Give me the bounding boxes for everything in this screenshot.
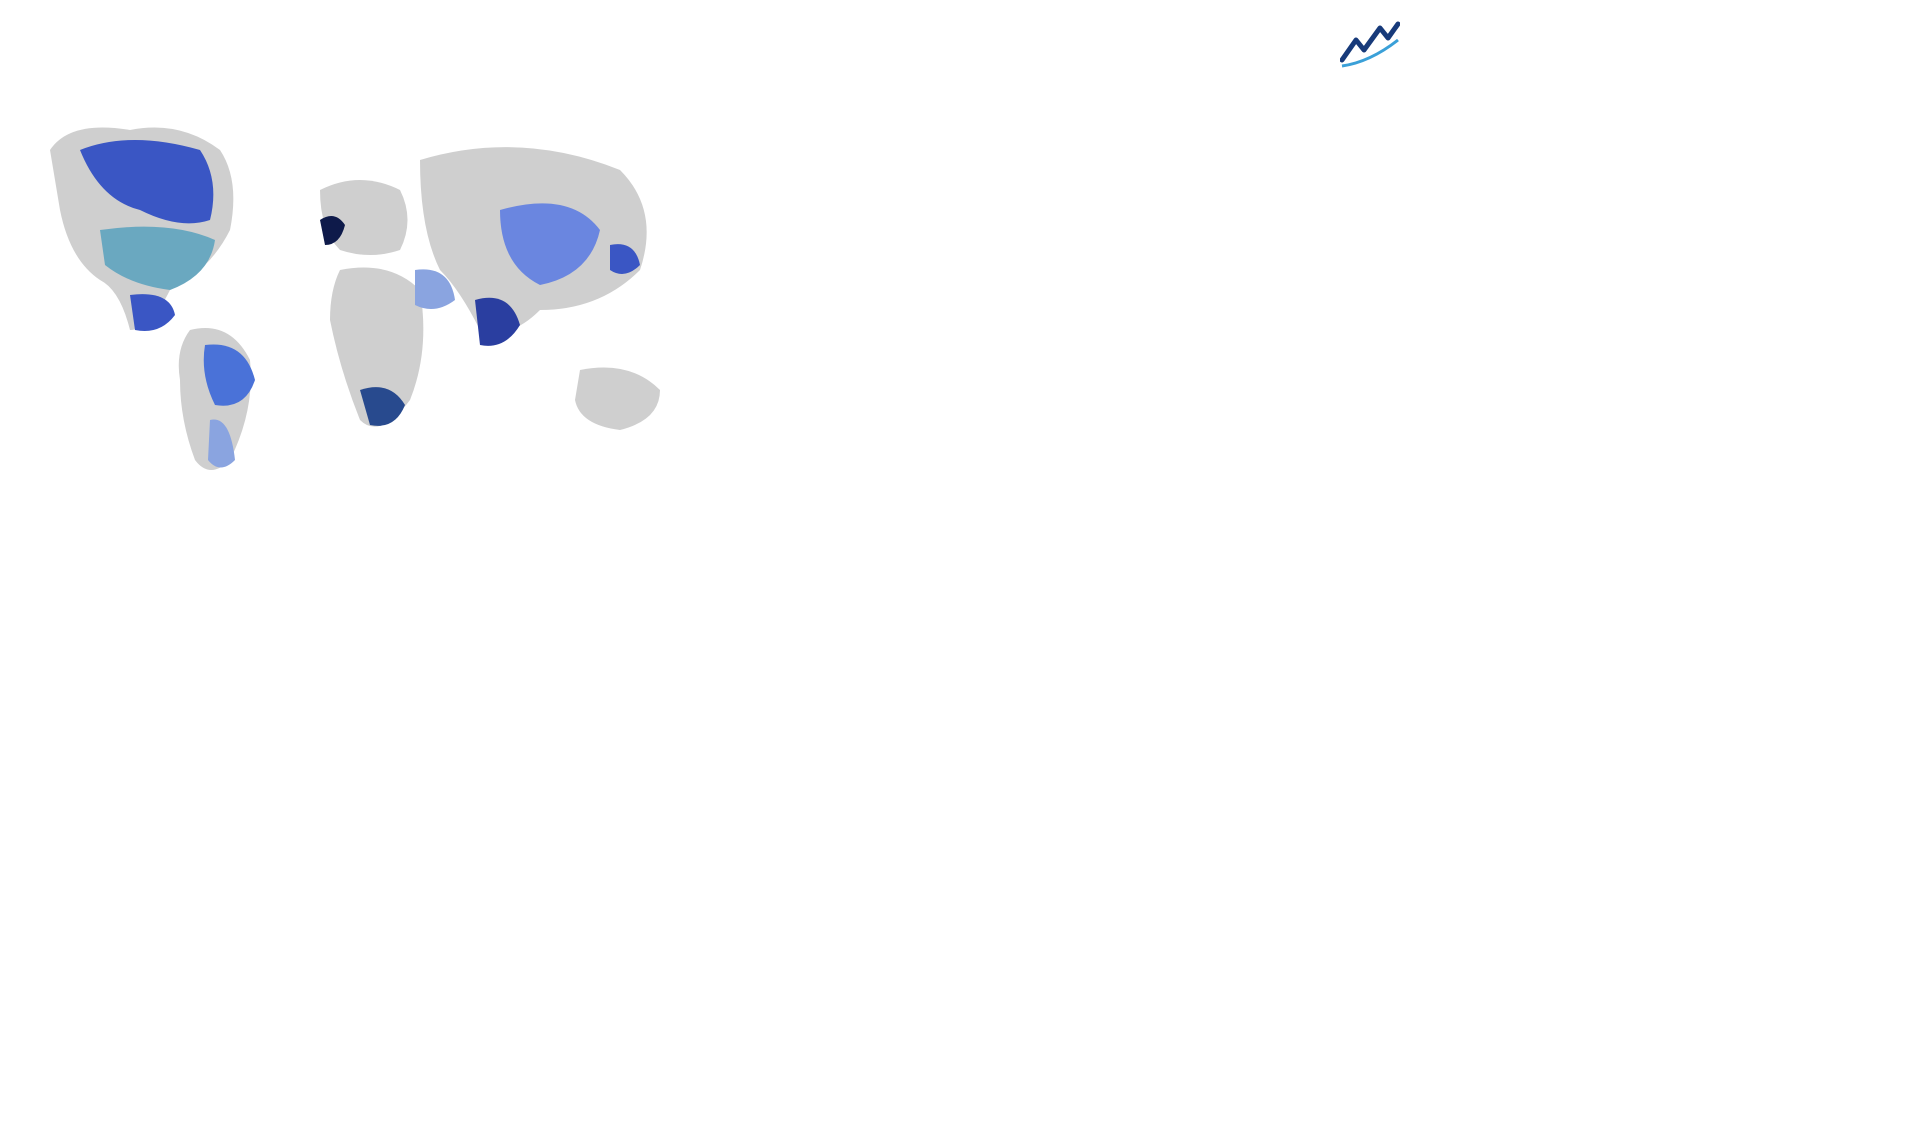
key-players-section — [470, 515, 980, 523]
world-map — [20, 90, 720, 490]
market-size-bar-chart — [750, 100, 1410, 480]
brand-logo — [1340, 18, 1410, 68]
segmentation-section — [28, 515, 448, 771]
regional-section — [1000, 515, 1420, 750]
logo-mark-icon — [1340, 18, 1400, 68]
